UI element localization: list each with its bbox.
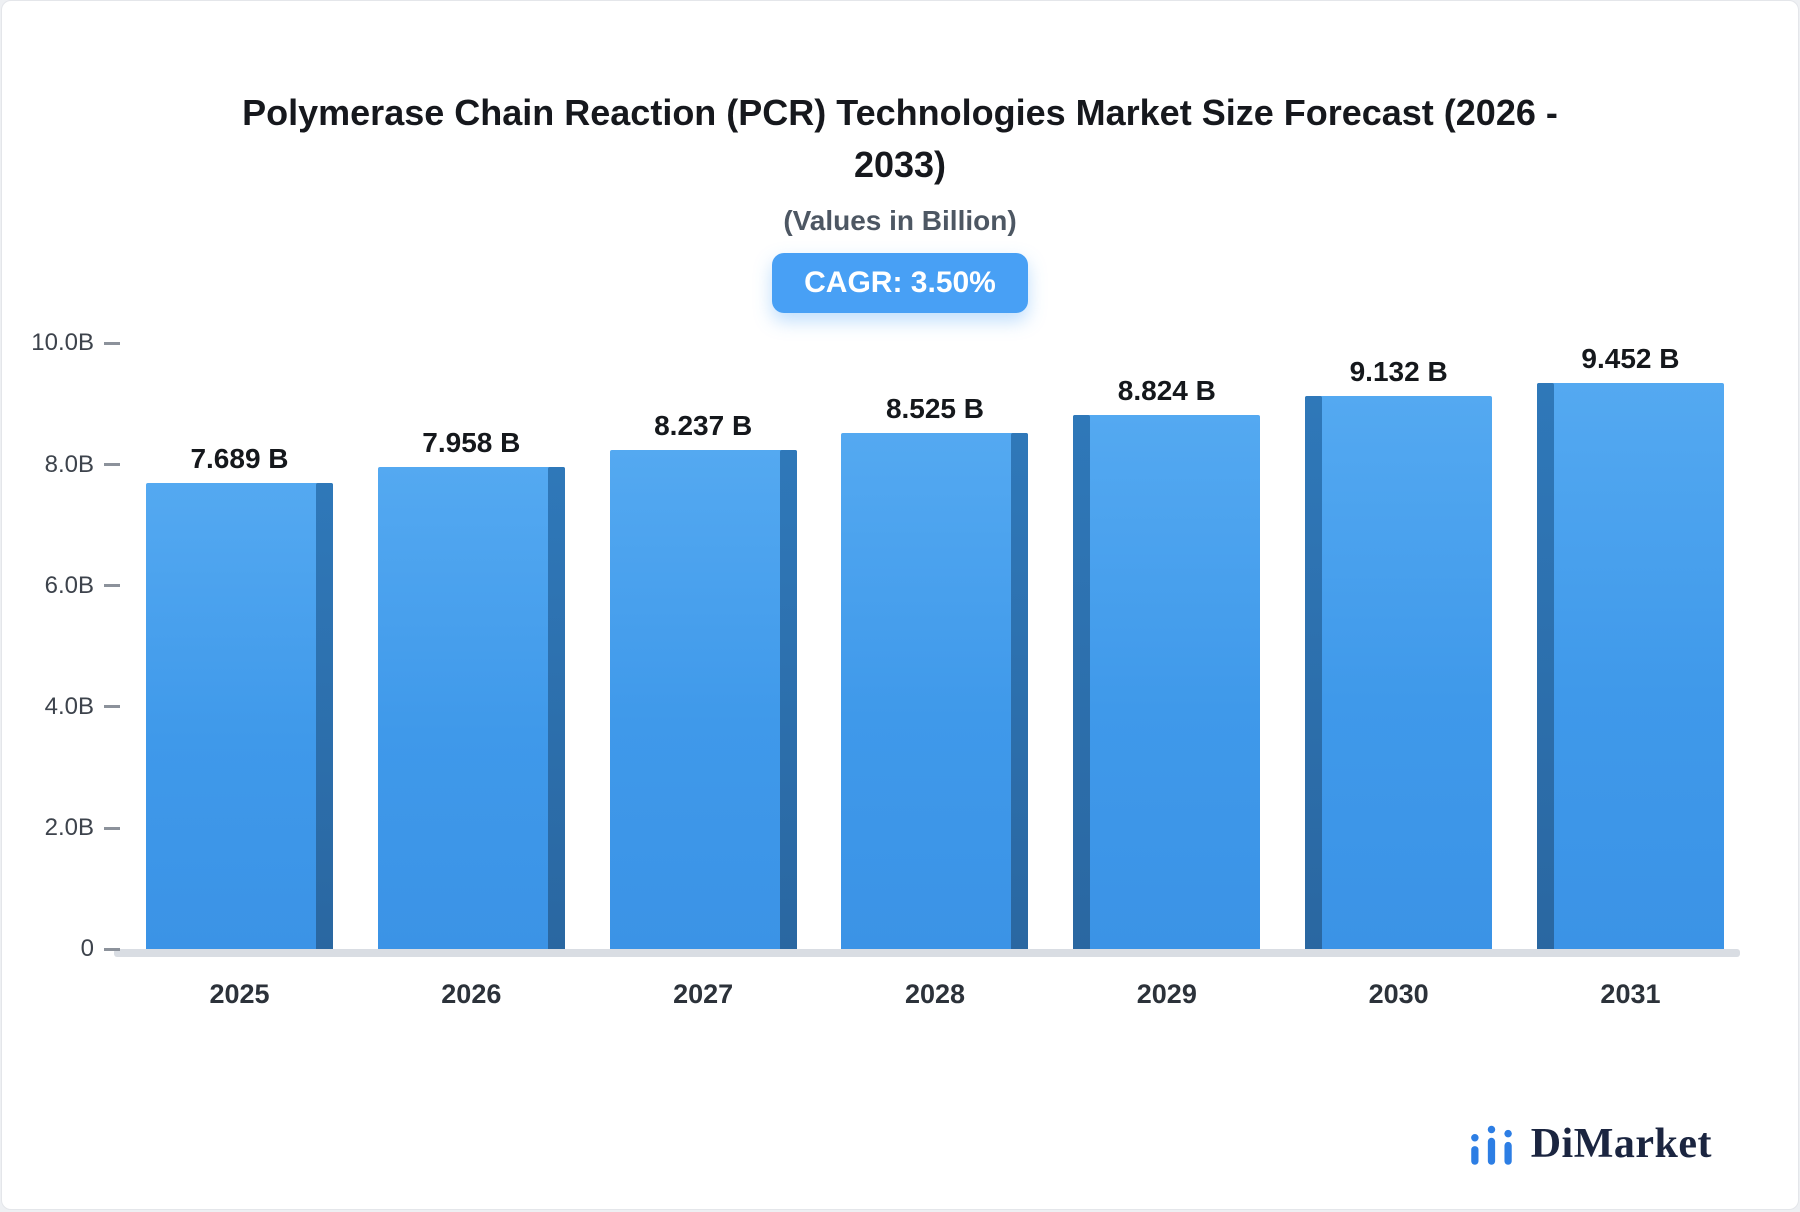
y-axis-tick: 2.0B (45, 814, 120, 842)
y-axis-tick-mark (104, 947, 120, 951)
x-axis-label: 2030 (1368, 979, 1429, 1010)
bar-group: 7.958 B 2026 (377, 343, 565, 1009)
bar[interactable] (609, 450, 797, 950)
y-axis-tick-mark (104, 584, 120, 588)
bar-group: 8.237 B 2027 (609, 343, 797, 1009)
bar[interactable] (377, 467, 565, 950)
bar-group: 7.689 B 2025 (146, 343, 333, 1009)
y-axis-tick-label: 4.0B (44, 692, 94, 720)
bar-group: 8.525 B 2028 (841, 343, 1029, 1009)
x-axis-label: 2028 (904, 979, 966, 1010)
bar-value-label: 8.824 B (1117, 374, 1216, 406)
x-axis-label: 2031 (1600, 979, 1661, 1010)
plot-area: 7.689 B 2025 7.958 B 2026 8.237 B 2027 8.525 B… (31, 329, 1740, 1009)
y-axis-tick-mark (104, 463, 120, 467)
bar-value-label: 9.452 B (1581, 343, 1680, 375)
dimarket-logo: DiMarket (1465, 1117, 1712, 1171)
y-axis-tick-label: 8.0B (44, 450, 94, 478)
y-axis-tick-label: 6.0B (44, 571, 94, 599)
bar[interactable] (146, 483, 333, 950)
y-axis-tick: 4.0B (45, 693, 120, 721)
y-axis-tick-label: 0 (80, 935, 94, 963)
y-axis-tick: 8.0B (45, 451, 120, 479)
y-axis-tick-mark (104, 705, 120, 709)
x-axis-label: 2026 (441, 979, 502, 1010)
bar[interactable] (841, 432, 1029, 950)
y-axis-tick-mark (104, 341, 120, 345)
y-axis-tick: 6.0B (45, 572, 120, 600)
x-axis-label: 2025 (209, 979, 270, 1010)
bar[interactable] (1073, 414, 1261, 950)
bar-value-label: 8.237 B (654, 410, 753, 442)
bar-value-label: 8.525 B (885, 392, 985, 424)
x-axis-line (114, 949, 1740, 958)
x-axis-label: 2029 (1136, 979, 1197, 1010)
logo-text: DiMarket (1530, 1121, 1712, 1167)
bar-value-label: 7.689 B (190, 443, 289, 475)
cagr-badge: CAGR: 3.50% (772, 253, 1028, 314)
bar[interactable] (1536, 383, 1724, 950)
chart-title: Polymerase Chain Reaction (PCR) Technolo… (242, 92, 1558, 186)
y-axis-tick-label: 10.0B (31, 329, 94, 357)
y-axis-tick: 0 (81, 935, 120, 963)
bar-value-label: 9.132 B (1349, 355, 1448, 387)
chart-subtitle: (Values in Billion) (783, 205, 1017, 237)
bar-chart-logo-icon (1470, 1125, 1512, 1165)
bar-group: 8.824 B 2029 (1073, 343, 1261, 1009)
y-axis-tick: 10.0B (31, 329, 120, 357)
x-axis-label: 2027 (673, 979, 734, 1010)
y-axis-tick-label: 2.0B (44, 814, 94, 842)
bar-value-label: 7.958 B (422, 427, 521, 459)
chart-header: Polymerase Chain Reaction (PCR) Technolo… (2, 1, 1798, 314)
y-axis-tick-mark (104, 826, 120, 830)
bar-group: 9.452 B 2031 (1536, 343, 1724, 1009)
bars-row: 7.689 B 2025 7.958 B 2026 8.237 B 2027 8.525 B… (132, 343, 1738, 1009)
bar[interactable] (1305, 395, 1493, 950)
bar-group: 9.132 B 2030 (1305, 343, 1493, 1009)
bar-chart: 7.689 B 2025 7.958 B 2026 8.237 B 2027 8.525 B… (31, 329, 1740, 1009)
